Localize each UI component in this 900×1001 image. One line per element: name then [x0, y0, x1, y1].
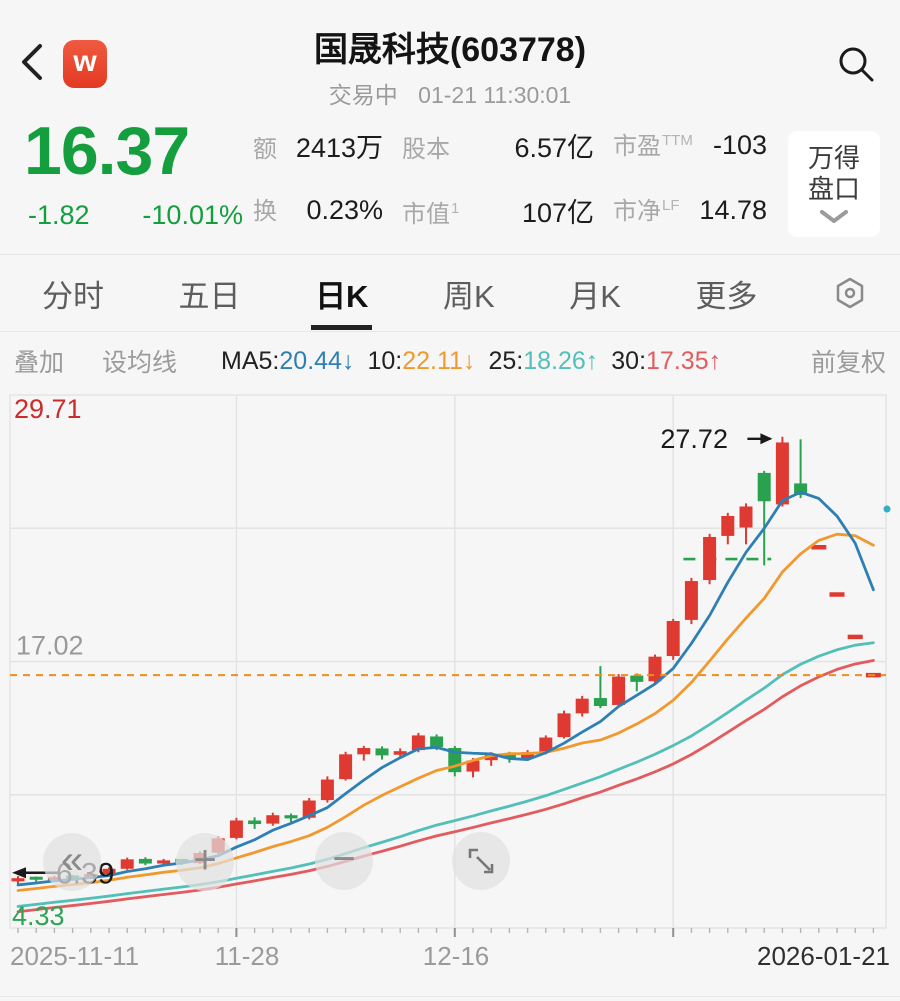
trading-status: 交易中 [328, 82, 398, 108]
overlay-button[interactable]: 叠加 [14, 349, 65, 377]
tab-5day[interactable]: 五日 [178, 278, 241, 314]
price-change: -1.82 [28, 200, 90, 230]
price-change-row: -1.82 -10.01% [28, 200, 243, 231]
period-tabs: 分时 五日 日K 周K 月K 更多 [0, 256, 900, 330]
ma-indicator-bar: 叠加 设均线 MA5:20.44↓ 10:22.11↓ 25:18.26↑ 30… [0, 332, 900, 390]
wind-logo[interactable]: w [63, 40, 107, 88]
svg-text:27.72: 27.72 [660, 424, 728, 454]
x-axis-label: 2026-01-21 [757, 941, 890, 971]
expand-icon [468, 848, 494, 874]
collapse-button[interactable]: « [43, 833, 101, 891]
price-change-pct: -10.01% [142, 200, 243, 230]
stat-pe: 市盈 TTM -103 [613, 126, 767, 165]
chevron-left-icon [22, 44, 42, 80]
stat-turnover: 换 0.23% [253, 191, 383, 230]
stat-marketcap: 市值 1 107亿 [402, 191, 594, 230]
x-axis-labels: 2025-11-11 11-28 12-16 2026-01-21 [0, 941, 900, 975]
settings-hexagon-icon [836, 277, 864, 309]
stat-label: 市净 [613, 198, 661, 225]
svg-text:17.02: 17.02 [16, 631, 84, 661]
quote-stats: 额 2413万 股本 6.57亿 市盈 TTM -103 换 0.23% 市值 … [253, 126, 777, 230]
status-datetime: 01-21 11:30:01 [418, 82, 572, 108]
minus-icon: − [332, 837, 356, 881]
stat-label: 换 [253, 198, 277, 225]
wind-panel-line2: 盘口 [807, 174, 860, 204]
tab-monthly-k[interactable]: 月K [569, 278, 621, 314]
stat-superscript: 1 [451, 200, 460, 217]
tab-intraday[interactable]: 分时 [42, 278, 104, 314]
ma-values: MA5:20.44↓ 10:22.11↓ 25:18.26↑ 30:17.35↑ [221, 347, 734, 376]
fullscreen-button[interactable] [452, 832, 510, 890]
x-axis-label: 11-28 [214, 941, 280, 971]
chevron-down-icon [820, 210, 848, 223]
status-bar: 交易中 01-21 11:30:01 [0, 76, 900, 110]
stat-label: 市盈 [613, 133, 661, 160]
wind-orderbook-button[interactable]: 万得 盘口 [788, 131, 880, 237]
current-price: 16.37 [24, 113, 190, 189]
stat-label: 额 [253, 136, 277, 163]
search-icon [839, 47, 874, 82]
x-axis-label: 12-16 [422, 941, 490, 971]
divider [0, 996, 900, 997]
tab-weekly-k[interactable]: 周K [442, 278, 495, 314]
svg-text:29.71: 29.71 [14, 394, 82, 424]
stat-value: 14.78 [699, 195, 767, 225]
ma30-value: 30:17.35↑ [611, 346, 722, 375]
plus-icon: + [193, 838, 217, 882]
stat-label: 股本 [402, 136, 450, 163]
double-chevron-left-icon: « [60, 838, 84, 882]
zoom-out-button[interactable]: − [315, 832, 373, 890]
wind-logo-letter: w [73, 45, 97, 78]
search-button[interactable] [836, 44, 876, 84]
stat-amount: 额 2413万 [253, 126, 383, 165]
x-axis-label: 2025-11-11 [10, 941, 140, 971]
tab-more[interactable]: 更多 [695, 278, 758, 314]
zoom-in-button[interactable]: + [176, 833, 234, 891]
stat-shares: 股本 6.57亿 [402, 126, 594, 165]
stat-value: 2413万 [295, 133, 383, 163]
stat-value: 6.57亿 [514, 133, 594, 163]
page-title: 国晟科技(603778) [313, 31, 587, 69]
ma25-value: 25:18.26↑ [488, 346, 599, 375]
svg-text:4.33: 4.33 [12, 901, 65, 931]
stat-superscript: LF [662, 197, 680, 214]
stat-value: 107亿 [521, 198, 594, 228]
ma5-value: MA5:20.44↓ [221, 346, 355, 375]
stat-superscript: TTM [662, 132, 693, 149]
adjust-mode-button[interactable]: 前复权 [810, 349, 886, 377]
set-ma-button[interactable]: 设均线 [102, 349, 178, 377]
stat-value: -103 [712, 130, 767, 160]
divider [0, 254, 900, 255]
tab-daily-k[interactable]: 日K [311, 257, 373, 330]
divider [0, 331, 900, 332]
stat-pb: 市净 LF 14.78 [613, 191, 767, 230]
ma10-value: 10:22.11↓ [367, 346, 476, 375]
wind-panel-line1: 万得 [807, 143, 860, 173]
stat-label: 市值 [402, 201, 450, 228]
stat-value: 0.23% [306, 195, 383, 225]
kline-settings-button[interactable] [830, 273, 870, 313]
back-button[interactable] [14, 42, 50, 82]
